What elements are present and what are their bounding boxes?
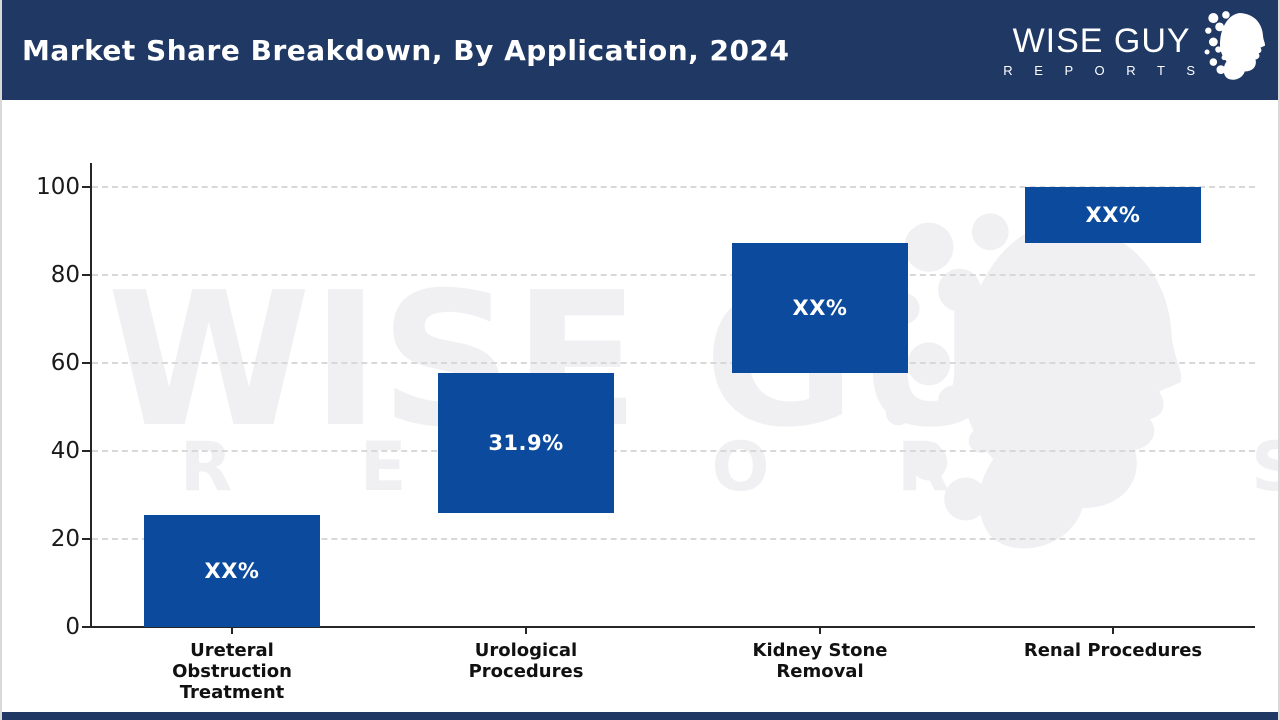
ytick-mark-40: [82, 450, 90, 452]
xtick-mark-1: [525, 628, 527, 634]
ytick-label-60: 60: [50, 350, 80, 376]
watermark-face-icon: [885, 213, 1182, 549]
brand-logo-text: WISE GUY R E P O R T S: [999, 22, 1204, 78]
ytick-label-80: 80: [50, 262, 80, 288]
header-bar: Market Share Breakdown, By Application, …: [2, 0, 1278, 100]
bar-value-label: 31.9%: [488, 431, 564, 456]
brand-name: WISE GUY: [1012, 22, 1191, 60]
y-axis-line: [90, 163, 92, 628]
wiseguy-face-icon: [1204, 11, 1265, 80]
xtick-mark-3: [1112, 628, 1114, 634]
ytick-label-40: 40: [50, 438, 80, 464]
ytick-mark-20: [82, 538, 90, 540]
category-label-0: Ureteral Obstruction Treatment: [172, 640, 292, 704]
x-axis-line: [90, 626, 1255, 628]
bar-0: XX%: [144, 514, 320, 627]
ytick-mark-60: [82, 362, 90, 364]
ytick-mark-0: [82, 626, 90, 628]
bar-value-label: XX%: [792, 295, 848, 320]
ytick-mark-100: [82, 186, 90, 188]
bar-value-label: XX%: [1085, 202, 1141, 227]
bar-2: XX%: [732, 242, 908, 374]
category-label-1: Urological Procedures: [468, 640, 584, 683]
gridline-20: [92, 538, 1255, 540]
ytick-label-20: 20: [50, 526, 80, 552]
footer-bar: [2, 712, 1278, 720]
ytick-mark-80: [82, 274, 90, 276]
gridline-80: [92, 274, 1255, 276]
gridline-60: [92, 362, 1255, 364]
ytick-label-0: 0: [65, 614, 80, 640]
xtick-mark-0: [231, 628, 233, 634]
gridline-100: [92, 186, 1255, 188]
brand-logo: WISE GUY R E P O R T S: [1003, 0, 1274, 100]
brand-subname: R E P O R T S: [1003, 63, 1204, 78]
xtick-mark-2: [819, 628, 821, 634]
bar-value-label: XX%: [204, 558, 260, 583]
ytick-label-100: 100: [36, 174, 80, 200]
category-label-2: Kidney Stone Removal: [752, 640, 888, 683]
category-label-3: Renal Procedures: [1023, 640, 1203, 661]
page-title: Market Share Breakdown, By Application, …: [22, 33, 790, 67]
bar-3: XX%: [1025, 187, 1201, 243]
bar-1: 31.9%: [438, 373, 614, 514]
gridline-40: [92, 450, 1255, 452]
